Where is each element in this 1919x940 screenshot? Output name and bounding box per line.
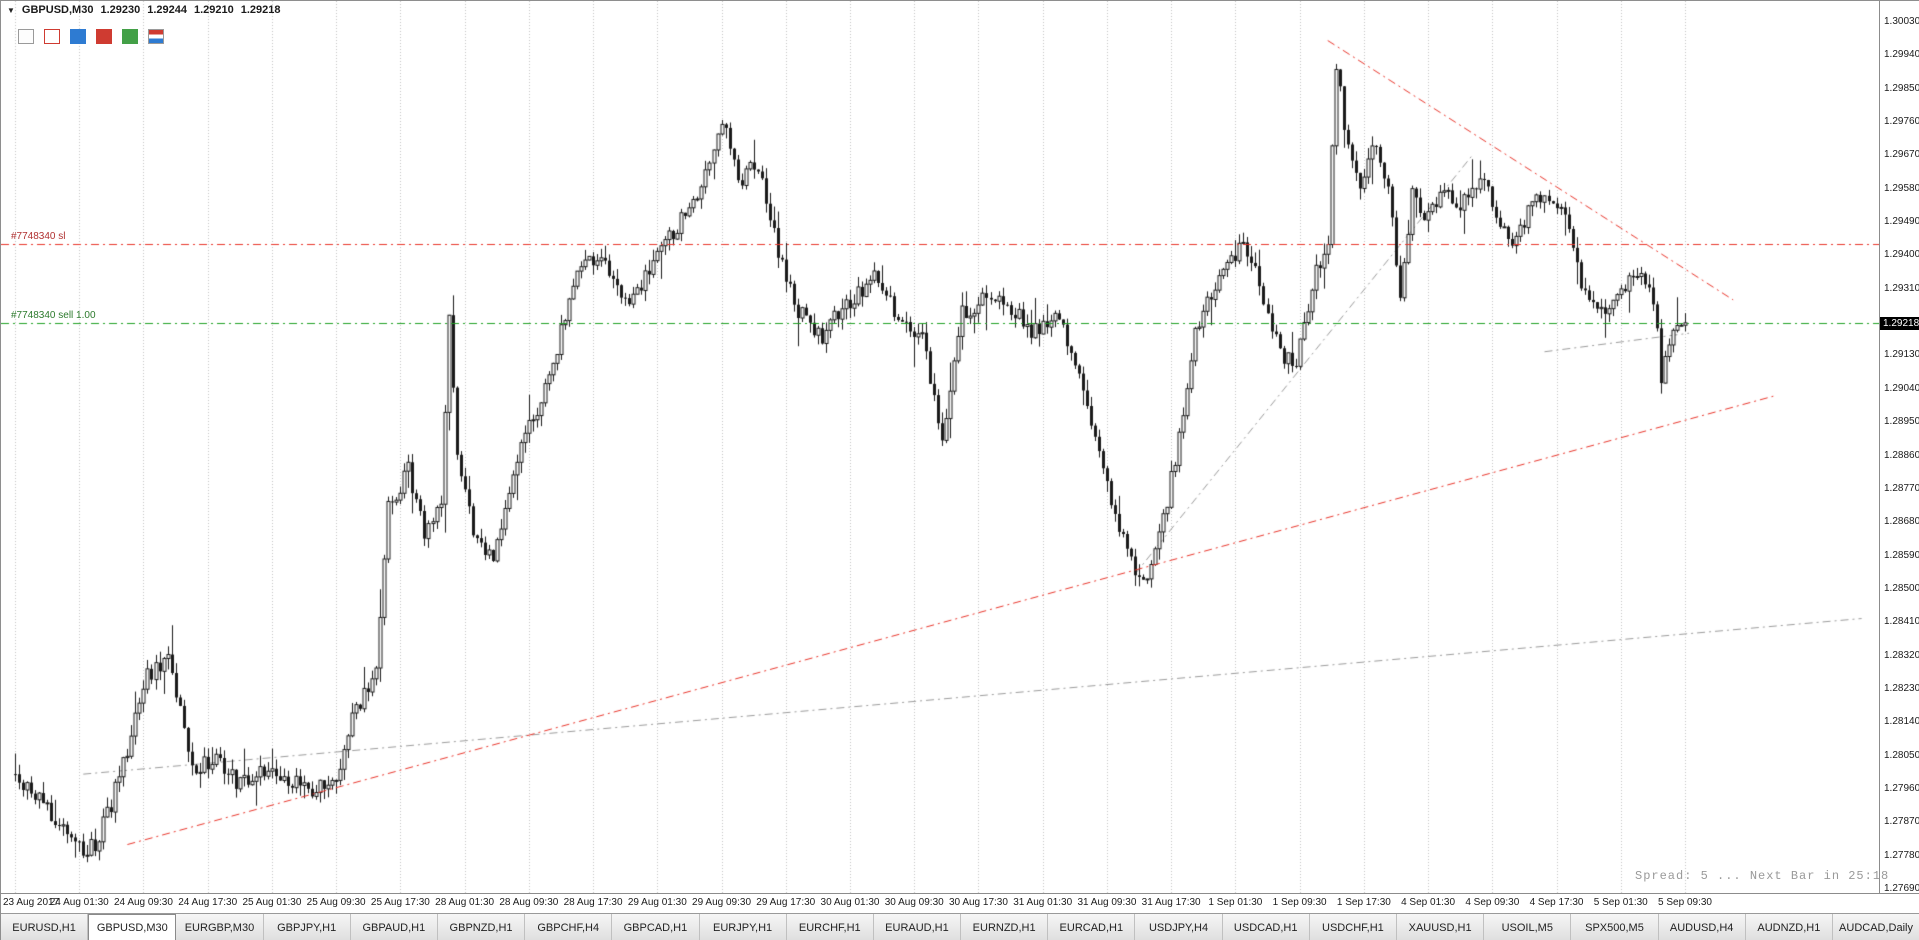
time-tick-label: 4 Sep 17:30 [1529,897,1584,908]
chart-tab-audusd-h4[interactable]: AUDUSD,H4 [1658,914,1746,940]
chart-tab-gbpnzd-h1[interactable]: GBPNZD,H1 [437,914,526,940]
quote-close: 1.29218 [240,4,281,16]
chart-tab-audnzd-h1[interactable]: AUDNZD,H1 [1745,914,1833,940]
price-tick-label: 1.29310 [1884,282,1919,294]
time-tick-label: 1 Sep 17:30 [1336,897,1391,908]
chart-canvas[interactable] [1,1,1879,893]
time-tick-label: 25 Aug 01:30 [242,897,302,908]
chart-tab-gbpjpy-h1[interactable]: GBPJPY,H1 [263,914,351,940]
time-tick-label: 30 Aug 09:30 [884,897,944,908]
quote-low: 1.29210 [193,4,234,16]
price-tick-label: 1.28230 [1884,682,1919,694]
price-tick-label: 1.28140 [1884,716,1919,728]
time-tick-label: 5 Sep 09:30 [1658,897,1712,908]
time-tick-label: 25 Aug 09:30 [306,897,366,908]
chart-tab-eurchf-h1[interactable]: EURCHF,H1 [786,914,874,940]
chart-tab-eurjpy-h1[interactable]: EURJPY,H1 [699,914,787,940]
chart-symbol-period: GBPUSD,M30 [21,4,94,16]
sell-line-label: #7748340 sell 1.00 [11,309,96,321]
flag-swatch-icon[interactable] [148,29,164,44]
time-tick-label: 1 Sep 01:30 [1208,897,1263,908]
chart-tab-eurgbp-m30[interactable]: EURGBP,M30 [176,914,264,940]
chart-tab-eurnzd-h1[interactable]: EURNZD,H1 [961,914,1049,940]
time-tick-label: 24 Aug 09:30 [113,897,173,908]
time-tick-label: 29 Aug 01:30 [627,897,687,908]
price-tick-label: 1.28320 [1884,649,1919,661]
price-tick-label: 1.29760 [1884,116,1919,128]
chart-tab-xauusd-h1[interactable]: XAUUSD,H1 [1397,914,1485,940]
chart-tab-eurcad-h1[interactable]: EURCAD,H1 [1048,914,1136,940]
price-tick-label: 1.28590 [1884,549,1919,561]
price-tick-label: 1.29400 [1884,249,1919,261]
time-tick-label: 28 Aug 01:30 [435,897,495,908]
chart-tab-bar: EURUSD,H1 GBPUSD,M30 EURGBP,M30 GBPJPY,H1 GB… [1,913,1919,940]
price-tick-label: 1.27960 [1884,782,1919,794]
chart-tab-gbpaud-h1[interactable]: GBPAUD,H1 [350,914,438,940]
price-tick-label: 1.29490 [1884,216,1919,228]
chart-tab-euraud-h1[interactable]: EURAUD,H1 [873,914,962,940]
chart-tab-usdcad-h1[interactable]: USDCAD,H1 [1222,914,1310,940]
price-tick-label: 1.29580 [1884,182,1919,194]
time-tick-label: 4 Sep 01:30 [1401,897,1456,908]
price-tick-label: 1.30030 [1884,16,1919,27]
price-tick-label: 1.29040 [1884,382,1919,394]
price-tick-label: 1.28770 [1884,482,1919,494]
red-outline-swatch-icon[interactable] [44,29,60,44]
sl-line-label: #7748340 sl [11,231,66,243]
quote-high: 1.29244 [147,4,187,16]
time-tick-label: 28 Aug 17:30 [563,897,623,908]
time-tick-label: 23 Aug 2017 [3,897,60,908]
time-tick-label: 29 Aug 17:30 [756,897,816,908]
price-tick-label: 1.28410 [1884,616,1919,628]
chart-title: ▼ GBPUSD,M30 1.29230 1.29244 1.29210 1.2… [7,4,281,16]
time-tick-label: 30 Aug 17:30 [948,897,1008,908]
time-tick-label: 24 Aug 17:30 [178,897,238,908]
time-tick-label: 1 Sep 09:30 [1272,897,1327,908]
gray-outline-swatch-icon[interactable] [18,29,34,44]
time-tick-label: 25 Aug 17:30 [370,897,430,908]
red-swatch-icon[interactable] [96,29,112,44]
chart-plot-area: ▼ GBPUSD,M30 1.29230 1.29244 1.29210 1.2… [1,1,1888,893]
object-swatch-row [18,29,164,44]
time-tick-label: 5 Sep 01:30 [1593,897,1648,908]
chart-tab-spx500-m5[interactable]: SPX500,M5 [1571,914,1659,940]
price-tick-label: 1.29130 [1884,349,1919,361]
time-tick-label: 31 Aug 17:30 [1141,897,1201,908]
price-axis[interactable]: 1.29218 1.30030 1.29940 1.29850 1.29760 1.29… [1879,1,1919,894]
chart-tab-eurusd-h1[interactable]: EURUSD,H1 [1,914,89,940]
spread-nextbar-status: Spread: 5 ... Next Bar in 25:18 [1635,869,1890,883]
chart-tab-audcad-daily[interactable]: AUDCAD,Daily [1832,914,1919,940]
time-axis[interactable]: 23 Aug 2017 24 Aug 01:30 24 Aug 09:30 24 Au… [1,893,1919,913]
price-tick-label: 1.28050 [1884,749,1919,761]
price-tick-label: 1.27690 [1884,883,1919,894]
time-tick-label: 30 Aug 01:30 [820,897,880,908]
chart-tab-gbpcad-h1[interactable]: GBPCAD,H1 [612,914,700,940]
price-tick-label: 1.27870 [1884,816,1919,828]
chart-tab-usoil-m5[interactable]: USOIL,M5 [1484,914,1572,940]
time-tick-label: 29 Aug 09:30 [692,897,752,908]
green-swatch-icon[interactable] [122,29,138,44]
chart-tab-gbpusd-m30[interactable]: GBPUSD,M30 [88,914,177,940]
price-tick-label: 1.29940 [1884,49,1919,61]
time-tick-label: 4 Sep 09:30 [1465,897,1520,908]
blue-swatch-icon[interactable] [70,29,86,44]
price-tick-label: 1.28680 [1884,516,1919,528]
chevron-down-icon[interactable]: ▼ [7,5,15,15]
chart-tab-usdchf-h1[interactable]: USDCHF,H1 [1309,914,1397,940]
current-price-badge: 1.29218 [1880,316,1919,330]
price-tick-label: 1.28950 [1884,416,1919,428]
price-tick-label: 1.27780 [1884,849,1919,861]
price-tick-label: 1.29670 [1884,149,1919,161]
price-tick-label: 1.28860 [1884,449,1919,461]
chart-tab-gbpchf-h4[interactable]: GBPCHF,H4 [525,914,613,940]
time-tick-label: 28 Aug 09:30 [499,897,559,908]
time-tick-label: 24 Aug 01:30 [49,897,109,908]
quote-open: 1.29230 [100,4,141,16]
price-tick-label: 1.28500 [1884,582,1919,594]
time-tick-label: 31 Aug 09:30 [1077,897,1137,908]
time-tick-label: 31 Aug 01:30 [1013,897,1073,908]
chart-tab-usdjpy-h4[interactable]: USDJPY,H4 [1135,914,1223,940]
price-tick-label: 1.29850 [1884,82,1919,94]
